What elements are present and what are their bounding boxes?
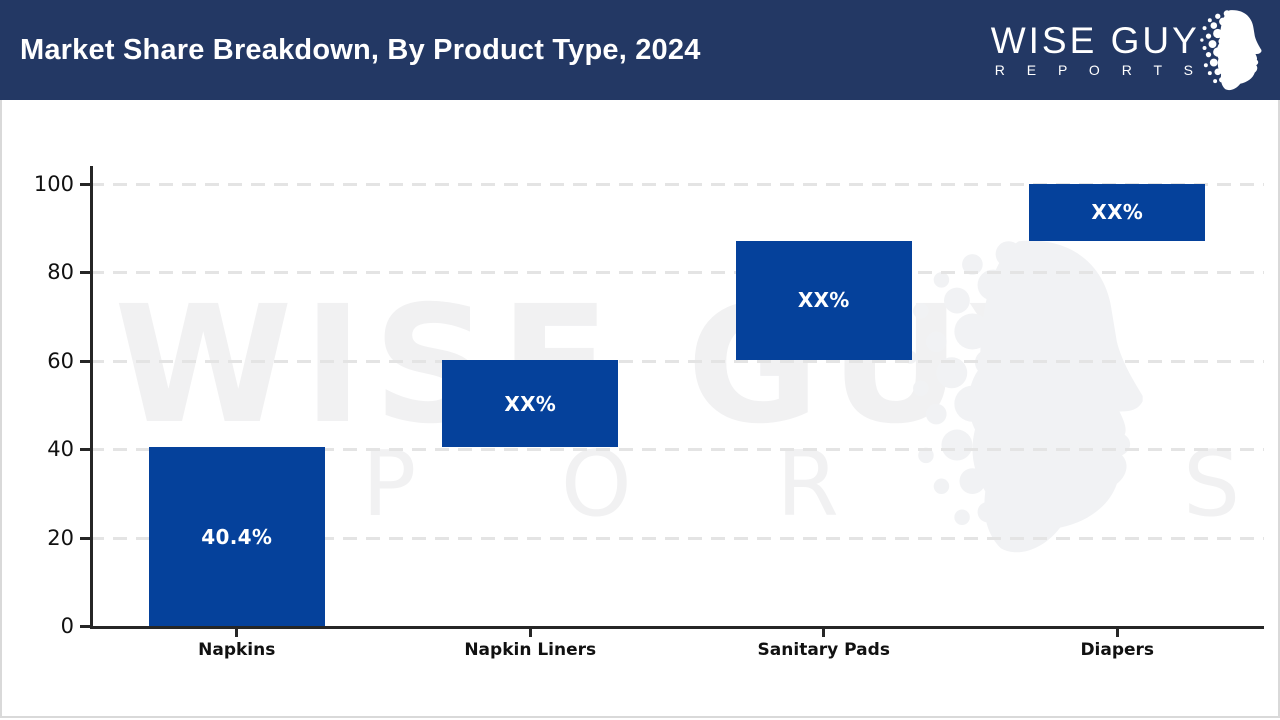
category-label-0: Napkins — [198, 640, 276, 660]
gridline-100 — [90, 183, 1264, 186]
x-tick-0 — [235, 629, 239, 637]
logo-wordmark: WISE GUY — [990, 20, 1200, 62]
page-title: Market Share Breakdown, By Product Type,… — [20, 33, 701, 66]
gridline-40 — [90, 448, 1264, 452]
y-tick-60 — [80, 359, 90, 363]
y-tick-80 — [80, 271, 90, 275]
category-label-2: Sanitary Pads — [757, 640, 890, 660]
y-axis-line — [90, 166, 93, 629]
plot: 0 20 40 60 80 100 40.4% Napkins XX% Napkin Liners… — [2, 100, 1278, 716]
y-tick-label-80: 80 — [47, 260, 74, 285]
bar-napkin-liners: XX% — [442, 360, 619, 448]
category-label-3: Diapers — [1080, 640, 1155, 660]
y-tick-label-100: 100 — [33, 172, 74, 196]
y-tick-40 — [80, 448, 90, 452]
y-tick-label-40: 40 — [47, 437, 74, 462]
chart-area: WISE GUY P O R T S 0 20 40 60 80 100 40.4% Napk… — [0, 100, 1280, 718]
x-tick-2 — [822, 629, 826, 637]
brand-logo: WISE GUY R E P O R T S — [991, 7, 1274, 93]
y-tick-0 — [80, 625, 90, 628]
category-label-1: Napkin Liners — [464, 640, 597, 660]
bar-value-label: XX% — [797, 288, 850, 313]
gridline-60 — [90, 359, 1264, 363]
bar-value-label: XX% — [504, 391, 557, 416]
gridline-80 — [90, 271, 1264, 275]
bar-sanitary-pads: XX% — [735, 240, 912, 361]
y-tick-label-20: 20 — [47, 525, 74, 550]
x-axis-line — [90, 626, 1264, 629]
x-tick-3 — [1115, 629, 1119, 637]
dotted-head-profile-icon — [1200, 10, 1262, 91]
bar-value-label: XX% — [1091, 200, 1144, 225]
bar-napkins: 40.4% — [148, 447, 325, 626]
gridline-20 — [90, 536, 1264, 540]
bar-diapers: XX% — [1029, 184, 1206, 241]
header-bar: Market Share Breakdown, By Product Type,… — [0, 0, 1280, 100]
bar-value-label: 40.4% — [201, 524, 273, 549]
y-tick-100 — [80, 183, 90, 186]
logo-text: WISE GUY R E P O R T S — [990, 20, 1202, 78]
x-tick-1 — [528, 629, 532, 637]
y-tick-label-60: 60 — [47, 348, 74, 373]
y-tick-label-0: 0 — [60, 614, 74, 638]
y-tick-20 — [80, 536, 90, 540]
logo-subtext: R E P O R T S — [994, 61, 1202, 78]
